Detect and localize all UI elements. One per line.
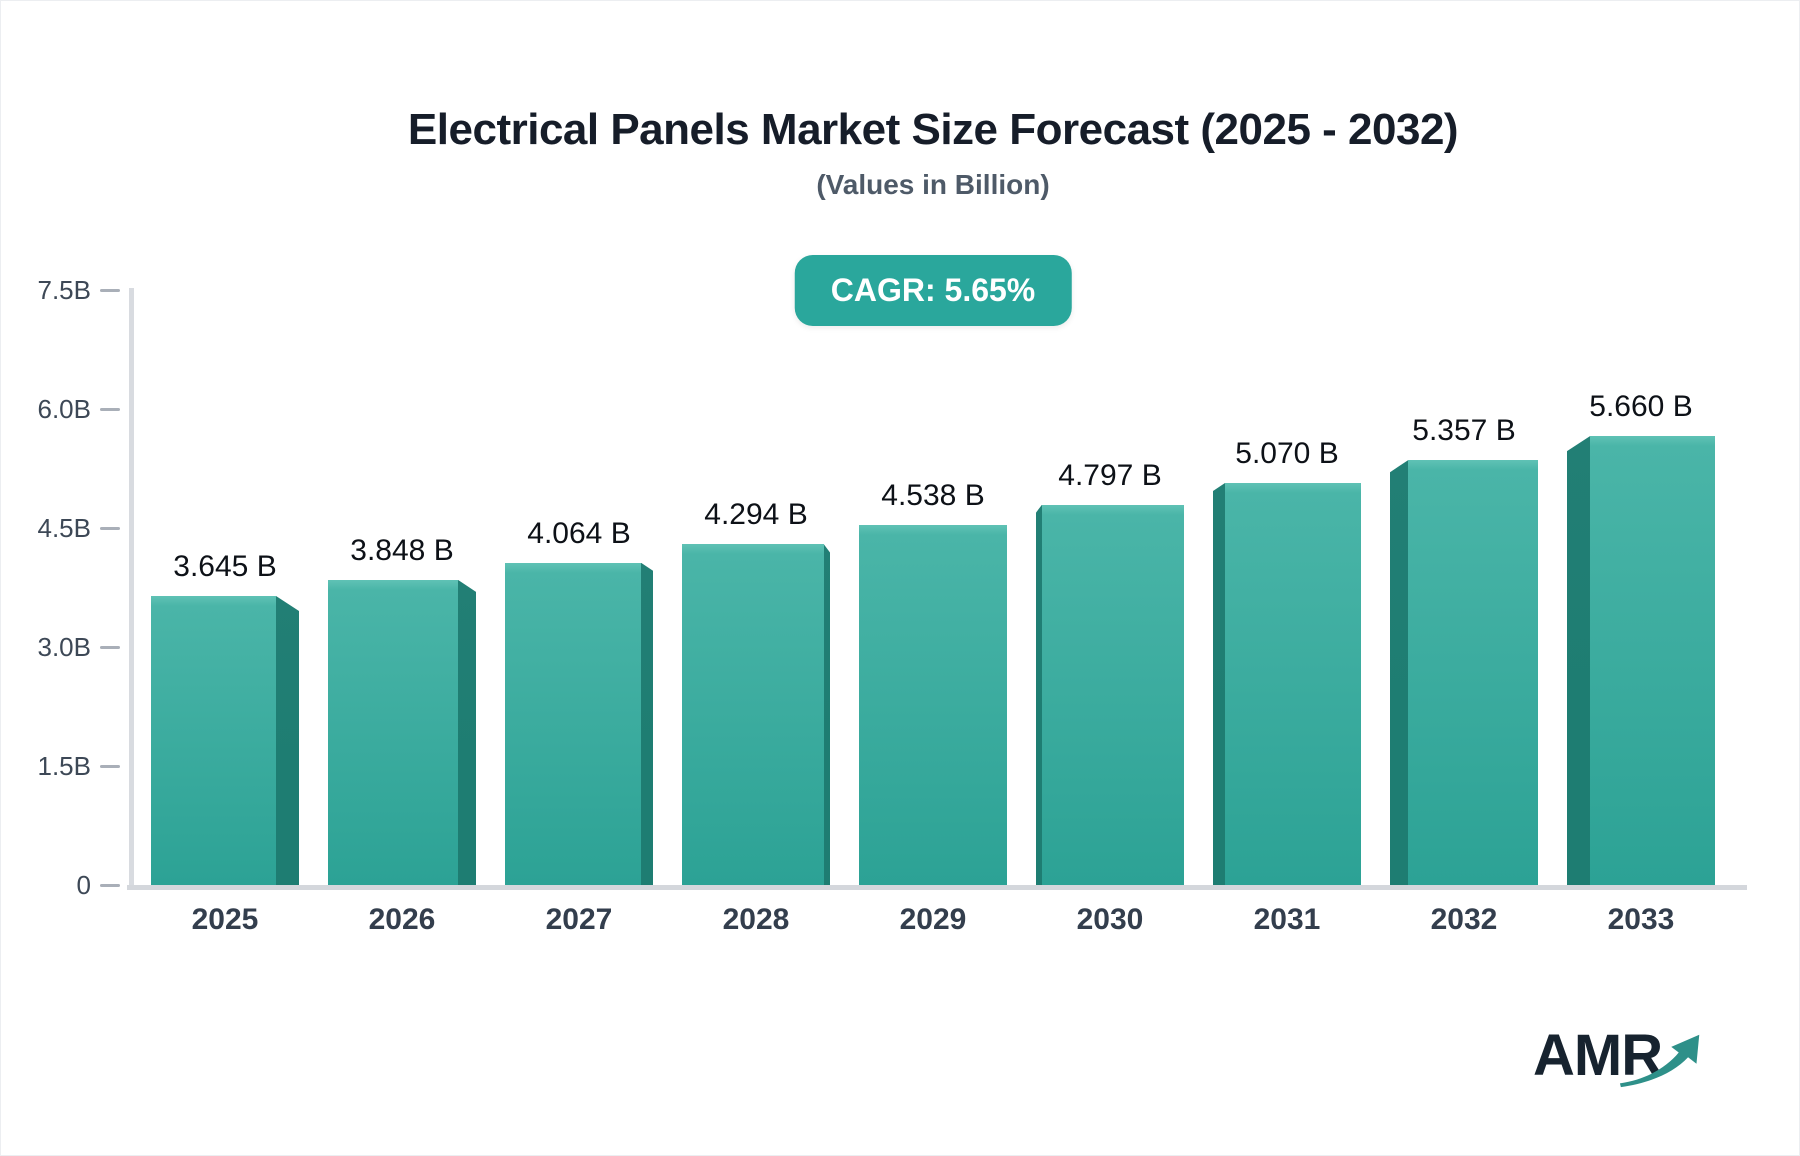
bar-value-label: 4.294 B — [704, 498, 808, 532]
bar-front-face — [151, 595, 276, 885]
bar-front-face — [505, 562, 641, 885]
bar-2032 — [1390, 460, 1538, 885]
y-tick-dash — [100, 765, 120, 769]
y-axis-line — [129, 288, 134, 890]
bar-side-face — [824, 544, 830, 885]
bar-2030 — [1036, 504, 1184, 885]
bar-value-label: 3.645 B — [173, 549, 277, 583]
bar-front-face — [859, 525, 1007, 885]
amr-logo: AMR — [1533, 1027, 1743, 1117]
bar-front-face — [1225, 482, 1361, 885]
bar-2028 — [682, 544, 830, 885]
x-tick-label: 2028 — [722, 903, 790, 936]
x-tick-label: 2026 — [368, 903, 436, 936]
bar-front-face — [1590, 436, 1715, 885]
bar-value-label: 5.660 B — [1589, 390, 1693, 424]
x-tick-label: 2025 — [191, 903, 259, 936]
x-tick-label: 2029 — [899, 903, 967, 936]
y-tick-label: 0 — [76, 870, 91, 900]
amr-logo-text: AMR — [1533, 1023, 1663, 1088]
y-tick-dash — [100, 884, 120, 887]
bar-side-face — [1390, 460, 1408, 885]
y-tick-label: 3.0B — [37, 632, 92, 663]
x-tick-label: 2027 — [545, 903, 613, 936]
bar-side-face — [1567, 436, 1590, 885]
bar-2025 — [151, 595, 299, 885]
bar-side-face — [1213, 482, 1225, 885]
cagr-badge: CAGR: 5.65% — [794, 255, 1072, 326]
chart-subtitle: (Values in Billion) — [816, 169, 1050, 200]
bar-front-face — [328, 579, 458, 885]
bar-side-face — [276, 595, 299, 885]
growth-arrow-icon — [1619, 1034, 1700, 1088]
chart-title: Electrical Panels Market Size Forecast (… — [407, 105, 1459, 154]
x-tick-label: 2032 — [1430, 903, 1498, 936]
bar-front-face — [1042, 504, 1184, 885]
y-tick-dash — [100, 408, 120, 412]
bar-value-label: 5.070 B — [1235, 436, 1339, 470]
y-tick-dash — [100, 646, 120, 650]
bar-value-label: 4.538 B — [881, 479, 985, 513]
bar-2026 — [328, 579, 476, 885]
bar-value-label: 3.848 B — [350, 533, 454, 567]
x-tick-label: 2030 — [1076, 903, 1144, 936]
bar-front-face — [1408, 460, 1538, 885]
y-tick-label: 6.0B — [37, 394, 92, 425]
bar-front-face — [682, 544, 824, 885]
y-tick-label: 1.5B — [37, 751, 92, 782]
bar-side-face — [458, 579, 476, 885]
x-axis-line — [127, 885, 1747, 890]
bar-value-label: 4.797 B — [1058, 458, 1162, 492]
bar-value-label: 4.064 B — [527, 516, 631, 550]
x-tick-label: 2031 — [1253, 903, 1321, 936]
bar-value-label: 5.357 B — [1412, 414, 1516, 448]
bar-2033 — [1567, 436, 1715, 885]
y-tick-label: 7.5B — [37, 275, 92, 306]
y-tick-label: 4.5B — [37, 513, 92, 544]
bar-2027 — [505, 562, 653, 885]
y-tick-dash — [100, 527, 120, 531]
bar-side-face — [1036, 504, 1042, 885]
y-tick-dash — [100, 289, 120, 293]
bar-side-face — [641, 562, 653, 885]
bar-2029 — [859, 525, 1007, 885]
x-tick-label: 2033 — [1607, 903, 1675, 936]
bar-2031 — [1213, 482, 1361, 885]
